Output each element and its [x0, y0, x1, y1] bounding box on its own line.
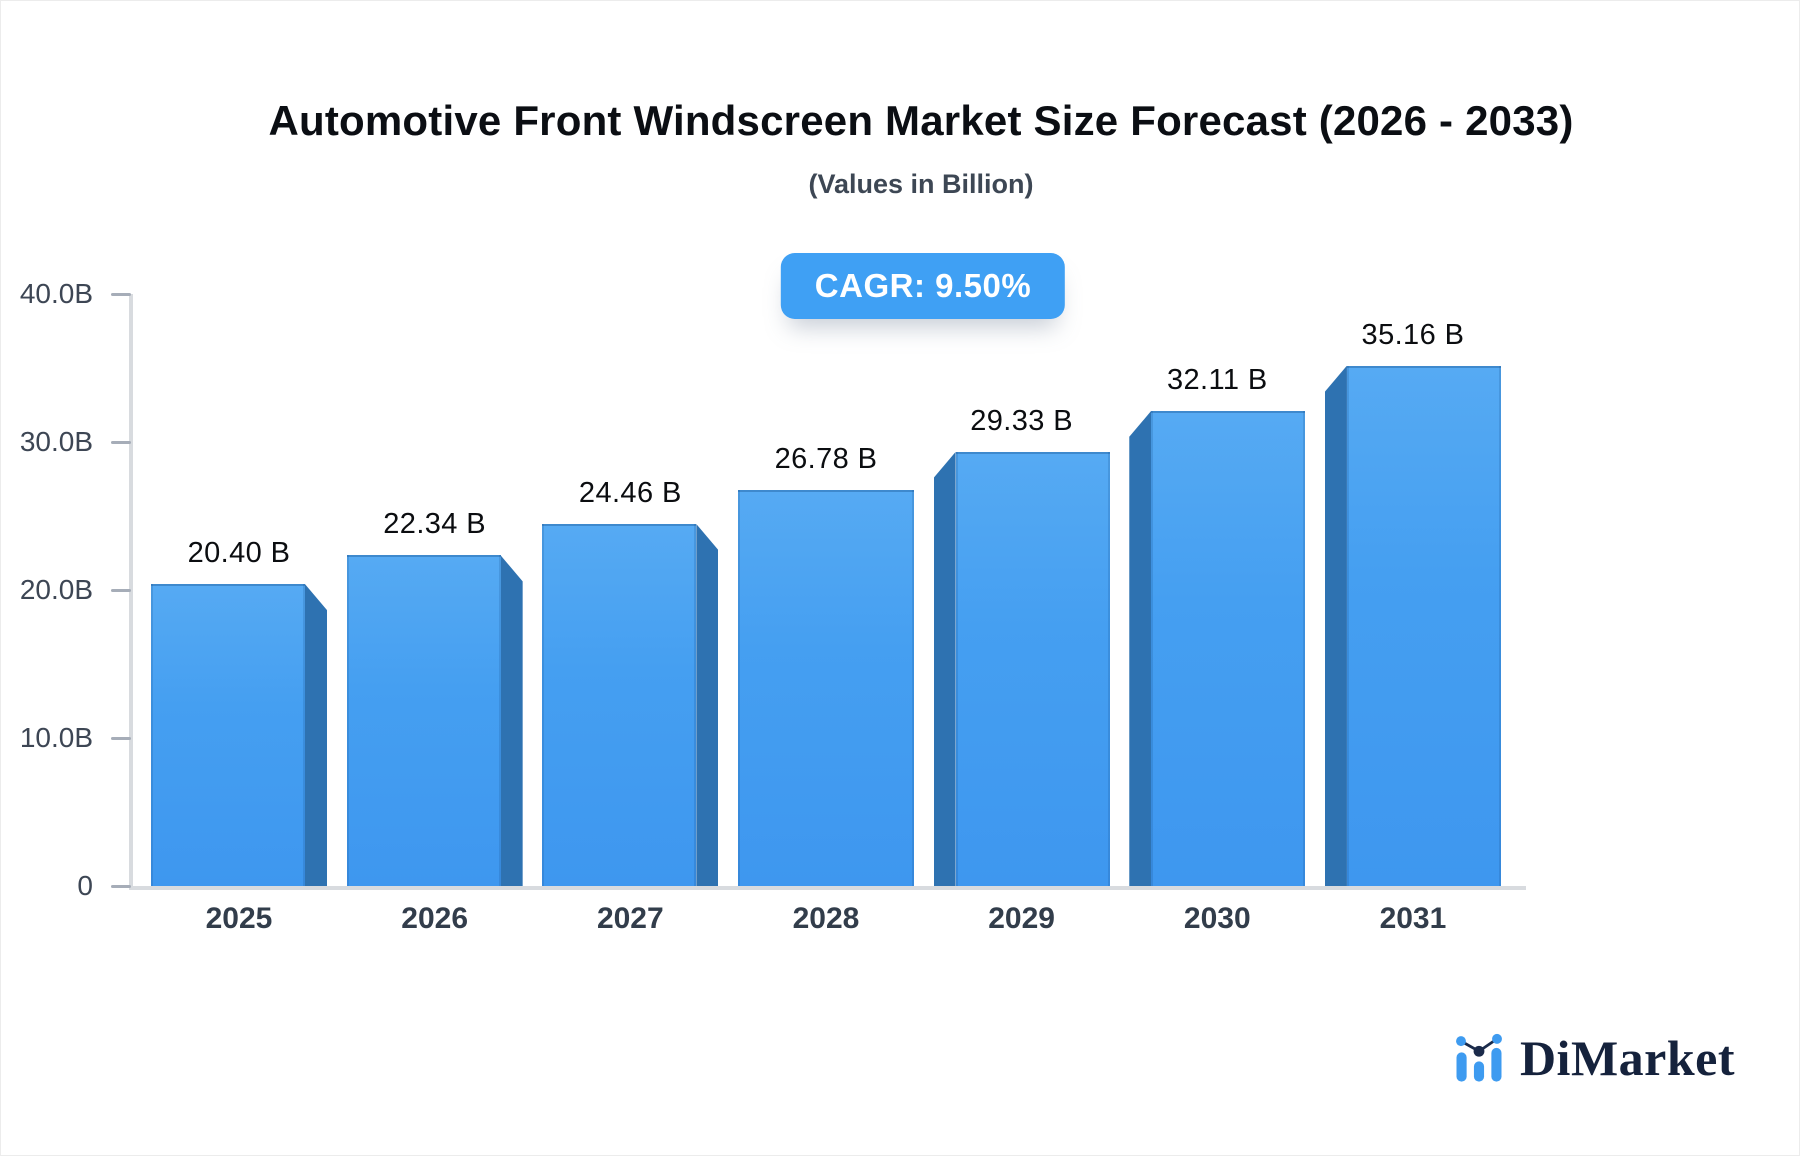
y-axis-tick: 40.0B — [19, 278, 131, 310]
bar-group-2028: 26.78 B 2028 — [737, 294, 914, 935]
bar-bevel — [1129, 410, 1152, 886]
bar-group-2026: 22.34 B 2026 — [346, 294, 523, 935]
bar-2025[interactable] — [151, 584, 327, 886]
bar-face — [346, 555, 501, 886]
bar-2031[interactable] — [1324, 365, 1501, 886]
chart-subtitle: (Values in Billion) — [808, 169, 1034, 199]
bar-face — [1346, 365, 1501, 886]
bar-value-label: 32.11 B — [1166, 363, 1268, 396]
x-axis-label-2028: 2028 — [792, 902, 860, 935]
bar-value-label: 22.34 B — [383, 508, 487, 541]
x-axis-label-2026: 2026 — [401, 902, 469, 935]
bar-chart-logo-icon — [1456, 1033, 1502, 1082]
bar-2030[interactable] — [1129, 410, 1306, 886]
bar-bevel — [500, 555, 523, 886]
plot-area: 20.40 B 2025 22.34 B 2026 24.46 B 2027 26.78 B… — [151, 294, 1501, 935]
chart-title: Automotive Front Windscreen Market Size … — [268, 97, 1574, 144]
bar-face — [151, 584, 305, 886]
bar-value-label: 26.78 B — [774, 442, 878, 475]
bar-2026[interactable] — [346, 555, 523, 886]
y-axis-tick-label: 20.0B — [19, 574, 93, 605]
y-axis-tick-mark — [111, 588, 131, 592]
y-axis-tick-mark — [111, 884, 131, 888]
bar-group-2030: 32.11 B 2030 — [1129, 294, 1306, 935]
y-axis-tick-mark — [111, 736, 131, 740]
bar-bevel — [696, 524, 719, 886]
y-axis-tick-label: 0 — [77, 870, 93, 901]
y-axis-tick-mark — [111, 440, 131, 444]
bar-face — [737, 489, 914, 886]
x-axis-label-2027: 2027 — [596, 902, 664, 935]
bar-2028[interactable] — [737, 489, 914, 886]
bar-bevel — [1324, 365, 1347, 886]
bar-value-label: 24.46 B — [578, 477, 682, 509]
bar-group-2031: 35.16 B 2031 — [1324, 294, 1501, 935]
y-axis-tick-label: 40.0B — [19, 278, 93, 309]
bar-value-label: 29.33 B — [970, 404, 1074, 437]
brand-name: DiMarket — [1519, 1030, 1735, 1086]
bar-group-2025: 20.40 B 2025 — [151, 294, 327, 935]
brand-watermark: DiMarket — [1452, 1029, 1735, 1087]
cagr-badge: CAGR: 9.50% — [780, 253, 1066, 319]
bar-2029[interactable] — [933, 451, 1110, 886]
x-axis-line — [129, 886, 1526, 890]
x-axis-label-2031: 2031 — [1379, 902, 1447, 935]
y-axis-tick-label: 10.0B — [19, 722, 93, 753]
x-axis-label-2030: 2030 — [1183, 902, 1251, 935]
x-axis-label-2025: 2025 — [205, 902, 273, 935]
bar-bevel — [305, 584, 327, 886]
bar-bevel — [933, 451, 956, 886]
bar-face — [542, 524, 697, 886]
y-axis-tick: 10.0B — [19, 722, 131, 754]
bar-group-2027: 24.46 B 2027 — [542, 294, 719, 935]
bar-face — [955, 451, 1110, 886]
y-axis-tick-mark — [111, 292, 131, 296]
x-axis-label-2029: 2029 — [988, 902, 1055, 935]
bar-face — [1151, 410, 1306, 886]
y-axis-tick: 20.0B — [19, 574, 131, 606]
y-axis-line — [129, 294, 133, 890]
y-axis-tick-label: 30.0B — [19, 426, 93, 457]
bar-group-2029: 29.33 B 2029 — [933, 294, 1110, 935]
bar-value-label: 35.16 B — [1361, 318, 1465, 351]
bar-value-label: 20.40 B — [187, 537, 291, 570]
y-axis-tick: 30.0B — [19, 426, 131, 458]
y-axis-tick: 0 — [19, 870, 131, 902]
bar-2027[interactable] — [542, 524, 719, 886]
